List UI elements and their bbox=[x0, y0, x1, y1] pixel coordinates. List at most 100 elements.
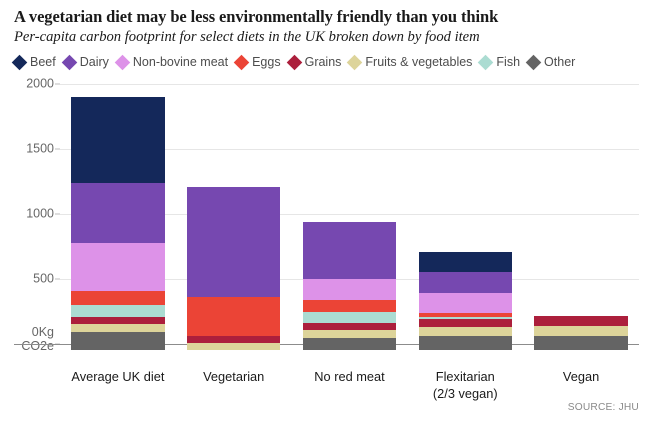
stacked-bar[interactable] bbox=[534, 316, 628, 351]
legend-diamond-icon bbox=[233, 54, 250, 71]
bar-column[interactable] bbox=[60, 78, 176, 351]
bar-segment[interactable] bbox=[302, 222, 397, 279]
legend-label: Fruits & vegetables bbox=[365, 55, 473, 70]
gridline bbox=[60, 84, 639, 86]
legend-diamond-icon bbox=[114, 54, 131, 71]
legend-label: Grains bbox=[304, 55, 342, 70]
legend-label: Dairy bbox=[79, 55, 109, 70]
y-axis: 2000 1500 1000 500 0Kg CO2e bbox=[14, 76, 60, 352]
chart-legend: Beef Dairy Non-bovine meat Eggs Grains Fruits… bbox=[11, 46, 639, 71]
bar-segment[interactable] bbox=[187, 296, 281, 336]
bar-segment[interactable] bbox=[418, 335, 512, 351]
y-axis-tick-label: 1000 bbox=[26, 206, 54, 221]
x-axis-label-line: Average UK diet bbox=[71, 369, 165, 384]
legend-diamond-icon bbox=[11, 54, 28, 71]
plot-area bbox=[14, 78, 639, 351]
bar-segment[interactable] bbox=[534, 325, 628, 336]
legend-item: Other bbox=[525, 54, 576, 71]
plot-region: 2000 1500 1000 500 0Kg CO2e bbox=[14, 76, 639, 352]
bar-segment[interactable] bbox=[302, 338, 397, 351]
bar-segment[interactable] bbox=[418, 252, 512, 272]
legend-item: Dairy bbox=[61, 54, 109, 71]
legend-item: Fruits & vegetables bbox=[347, 54, 473, 71]
legend-item: Non-bovine meat bbox=[114, 54, 229, 71]
legend-label: Beef bbox=[30, 55, 56, 70]
y-axis-tick-mark bbox=[55, 213, 60, 215]
bar-segment[interactable] bbox=[302, 323, 397, 331]
bar-segment[interactable] bbox=[71, 305, 165, 318]
bar-segment[interactable] bbox=[71, 97, 165, 183]
bar-segment[interactable] bbox=[418, 327, 512, 336]
y-tick-value: 2000 bbox=[26, 76, 54, 91]
bar-column[interactable] bbox=[292, 78, 408, 351]
bar-segment[interactable] bbox=[418, 316, 512, 320]
legend-label: Non-bovine meat bbox=[132, 55, 229, 70]
stacked-bar[interactable] bbox=[187, 186, 281, 351]
chart-subtitle: Per-capita carbon footprint for select d… bbox=[14, 28, 480, 45]
x-axis-label-line: Flexitarian bbox=[435, 369, 495, 384]
bar-segment[interactable] bbox=[71, 317, 165, 325]
bar-group bbox=[60, 78, 639, 351]
y-tick-value: 1000 bbox=[26, 206, 54, 221]
stacked-bar[interactable] bbox=[71, 97, 165, 351]
x-axis-label-line: Vegan bbox=[562, 369, 600, 384]
bar-column[interactable] bbox=[523, 78, 639, 351]
y-axis-tick-mark bbox=[55, 83, 60, 85]
bar-segment[interactable] bbox=[534, 316, 628, 326]
y-tick-value: 1500 bbox=[26, 141, 54, 156]
legend-item: Grains bbox=[286, 54, 342, 71]
stacked-bar[interactable] bbox=[302, 222, 397, 351]
bar-segment[interactable] bbox=[71, 331, 165, 351]
bar-segment[interactable] bbox=[187, 343, 281, 351]
legend-diamond-icon bbox=[347, 54, 363, 71]
y-axis-unit-label: CO2e bbox=[21, 338, 54, 353]
bar-column[interactable] bbox=[407, 78, 523, 351]
x-axis-label: Flexitarian (2/3 vegan) bbox=[407, 368, 523, 403]
bar-segment[interactable] bbox=[418, 313, 512, 317]
bar-segment[interactable] bbox=[302, 299, 397, 313]
page-title: A vegetarian diet may be less environmen… bbox=[14, 7, 499, 26]
x-axis-label: Average UK diet bbox=[60, 368, 176, 403]
stacked-bar[interactable] bbox=[418, 252, 512, 351]
y-axis-tick-label: 1500 bbox=[26, 141, 54, 156]
legend-diamond-icon bbox=[525, 54, 542, 71]
legend-item: Eggs bbox=[233, 54, 281, 71]
x-axis-label: Vegetarian bbox=[176, 368, 292, 403]
x-axis-label-line: (2/3 vegan) bbox=[432, 386, 498, 402]
x-axis-label-line: No red meat bbox=[314, 369, 385, 384]
x-axis-label-line: Vegetarian bbox=[203, 369, 265, 384]
y-tick-value: 500 bbox=[33, 271, 54, 286]
bar-segment[interactable] bbox=[418, 319, 512, 328]
legend-diamond-icon bbox=[61, 54, 77, 71]
bar-segment[interactable] bbox=[534, 335, 628, 351]
y-axis-tick-mark bbox=[55, 148, 60, 150]
legend-item: Beef bbox=[11, 54, 56, 71]
legend-diamond-icon bbox=[286, 54, 302, 71]
y-axis-tick-label: 2000 bbox=[26, 76, 54, 91]
y-axis-tick-label: 0Kg CO2e bbox=[21, 326, 54, 352]
bar-segment[interactable] bbox=[418, 271, 512, 294]
bar-segment[interactable] bbox=[187, 186, 281, 297]
x-axis-label: No red meat bbox=[292, 368, 408, 403]
bar-segment[interactable] bbox=[302, 330, 397, 339]
y-axis-tick-label: 500 bbox=[33, 271, 54, 286]
legend-diamond-icon bbox=[478, 54, 494, 71]
y-tick-value: 0Kg bbox=[31, 325, 54, 340]
legend-label: Fish bbox=[496, 55, 521, 70]
bar-segment[interactable] bbox=[71, 324, 165, 332]
bar-segment[interactable] bbox=[302, 312, 397, 324]
bar-segment[interactable] bbox=[71, 182, 165, 243]
bar-segment[interactable] bbox=[71, 290, 165, 305]
bar-column[interactable] bbox=[176, 78, 292, 351]
legend-label: Other bbox=[544, 55, 576, 70]
bar-segment[interactable] bbox=[187, 335, 281, 344]
legend-item: Fish bbox=[478, 54, 521, 71]
bar-segment[interactable] bbox=[71, 242, 165, 291]
bar-segment[interactable] bbox=[418, 293, 512, 314]
source-credit: SOURCE: JHU bbox=[567, 402, 639, 413]
x-axis-labels: Average UK diet Vegetarian No red meat Flex… bbox=[60, 368, 639, 403]
gridline bbox=[60, 149, 639, 151]
gridline bbox=[60, 214, 639, 216]
bar-segment[interactable] bbox=[302, 279, 397, 300]
